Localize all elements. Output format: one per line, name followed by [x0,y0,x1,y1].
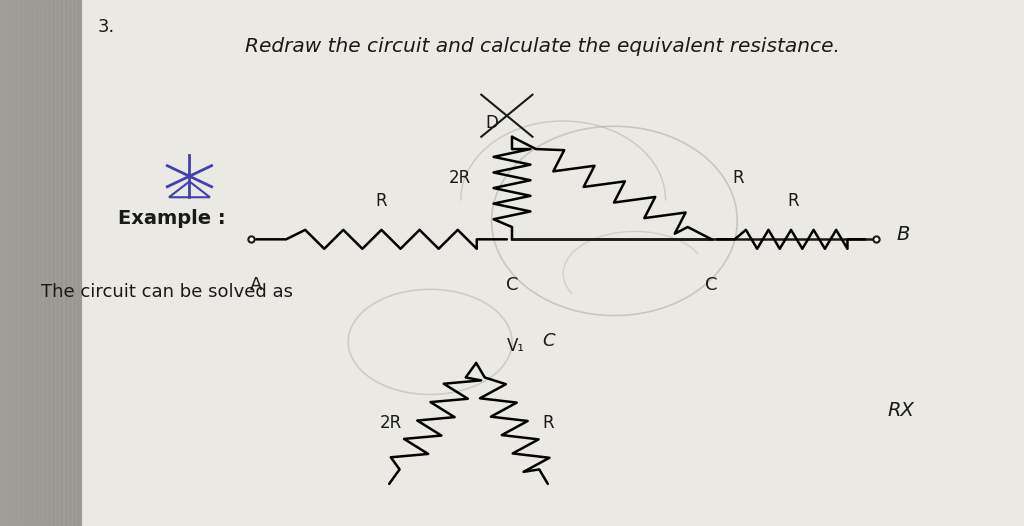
Bar [61,0,66,526]
Bar [0,0,4,526]
Bar [41,0,45,526]
Bar [37,0,41,526]
Bar [66,0,70,526]
Bar [57,0,61,526]
Text: C: C [506,276,518,294]
Text: The circuit can be solved as: The circuit can be solved as [41,283,293,301]
Bar [16,0,20,526]
Bar [49,0,53,526]
Text: D: D [485,114,498,132]
Polygon shape [0,0,82,526]
Text: V₁: V₁ [507,337,525,355]
Bar [78,0,82,526]
Text: R: R [732,168,743,187]
Bar [53,0,57,526]
Text: C: C [706,276,718,294]
Bar [12,0,16,526]
Text: B: B [896,225,909,244]
Text: 2R: 2R [380,414,401,432]
Bar [29,0,33,526]
Text: R: R [543,414,554,432]
Bar [4,0,8,526]
Text: Example :: Example : [118,209,225,228]
Bar [74,0,78,526]
Text: C: C [543,332,555,350]
Text: 2R: 2R [449,168,471,187]
Text: R: R [787,193,800,210]
Text: A: A [250,276,262,294]
Text: 3.: 3. [97,18,115,36]
Bar [25,0,29,526]
Text: RX: RX [888,401,914,420]
Bar [20,0,25,526]
Bar [45,0,49,526]
Bar [33,0,37,526]
Text: Redraw the circuit and calculate the equivalent resistance.: Redraw the circuit and calculate the equ… [246,37,840,56]
Bar [70,0,74,526]
Text: R: R [376,193,387,210]
Bar [8,0,12,526]
